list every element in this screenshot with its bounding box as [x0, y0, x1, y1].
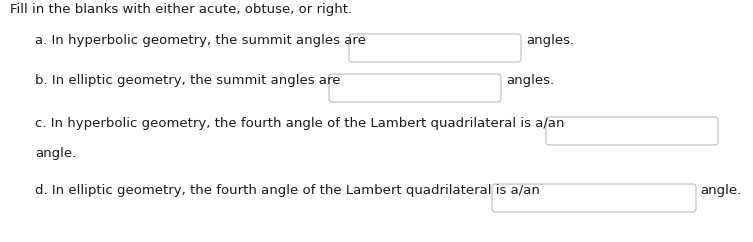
FancyBboxPatch shape — [349, 34, 521, 62]
Text: angles.: angles. — [526, 34, 574, 47]
Text: a. In hyperbolic geometry, the summit angles are: a. In hyperbolic geometry, the summit an… — [35, 34, 366, 47]
FancyBboxPatch shape — [329, 74, 501, 102]
Text: angles.: angles. — [506, 74, 554, 87]
Text: angle.: angle. — [35, 147, 76, 160]
Text: angle.: angle. — [700, 184, 741, 197]
Text: b. In elliptic geometry, the summit angles are: b. In elliptic geometry, the summit angl… — [35, 74, 340, 87]
FancyBboxPatch shape — [492, 184, 696, 212]
Text: c. In hyperbolic geometry, the fourth angle of the Lambert quadrilateral is a/an: c. In hyperbolic geometry, the fourth an… — [35, 117, 565, 130]
FancyBboxPatch shape — [546, 117, 718, 145]
Text: Fill in the blanks with either acute, obtuse, or right.: Fill in the blanks with either acute, ob… — [10, 3, 352, 16]
Text: d. In elliptic geometry, the fourth angle of the Lambert quadrilateral is a/an: d. In elliptic geometry, the fourth angl… — [35, 184, 540, 197]
